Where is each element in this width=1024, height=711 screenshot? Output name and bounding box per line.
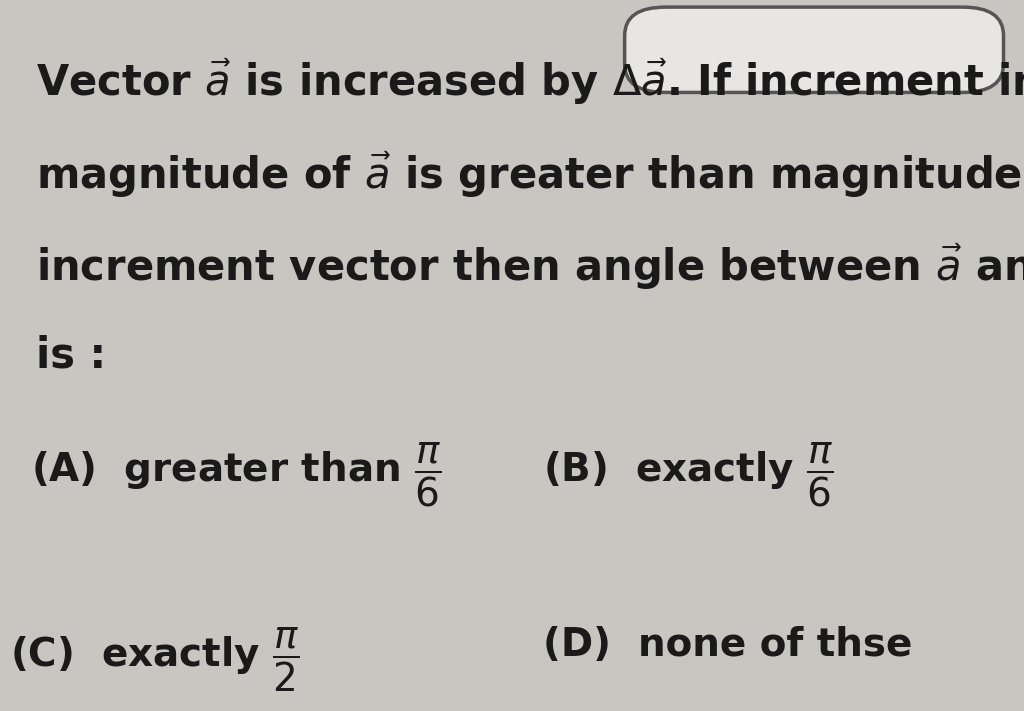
- Text: is :: is :: [36, 334, 105, 376]
- Text: Vector $\vec{a}$ is increased by $\Delta\vec{a}$. If increment in: Vector $\vec{a}$ is increased by $\Delta…: [36, 57, 1024, 107]
- Text: (C)  exactly $\dfrac{\pi}{2}$: (C) exactly $\dfrac{\pi}{2}$: [10, 626, 300, 694]
- Text: (B)  exactly $\dfrac{\pi}{6}$: (B) exactly $\dfrac{\pi}{6}$: [543, 441, 834, 509]
- Text: increment vector then angle between $\vec{a}$ and $\Delta\vec{a}$: increment vector then angle between $\ve…: [36, 242, 1024, 292]
- FancyBboxPatch shape: [625, 7, 1004, 92]
- Text: (A)  greater than $\dfrac{\pi}{6}$: (A) greater than $\dfrac{\pi}{6}$: [31, 441, 441, 509]
- Text: magnitude of $\vec{a}$ is greater than magnitude of: magnitude of $\vec{a}$ is greater than m…: [36, 149, 1024, 200]
- Text: (D)  none of thse: (D) none of thse: [543, 626, 912, 663]
